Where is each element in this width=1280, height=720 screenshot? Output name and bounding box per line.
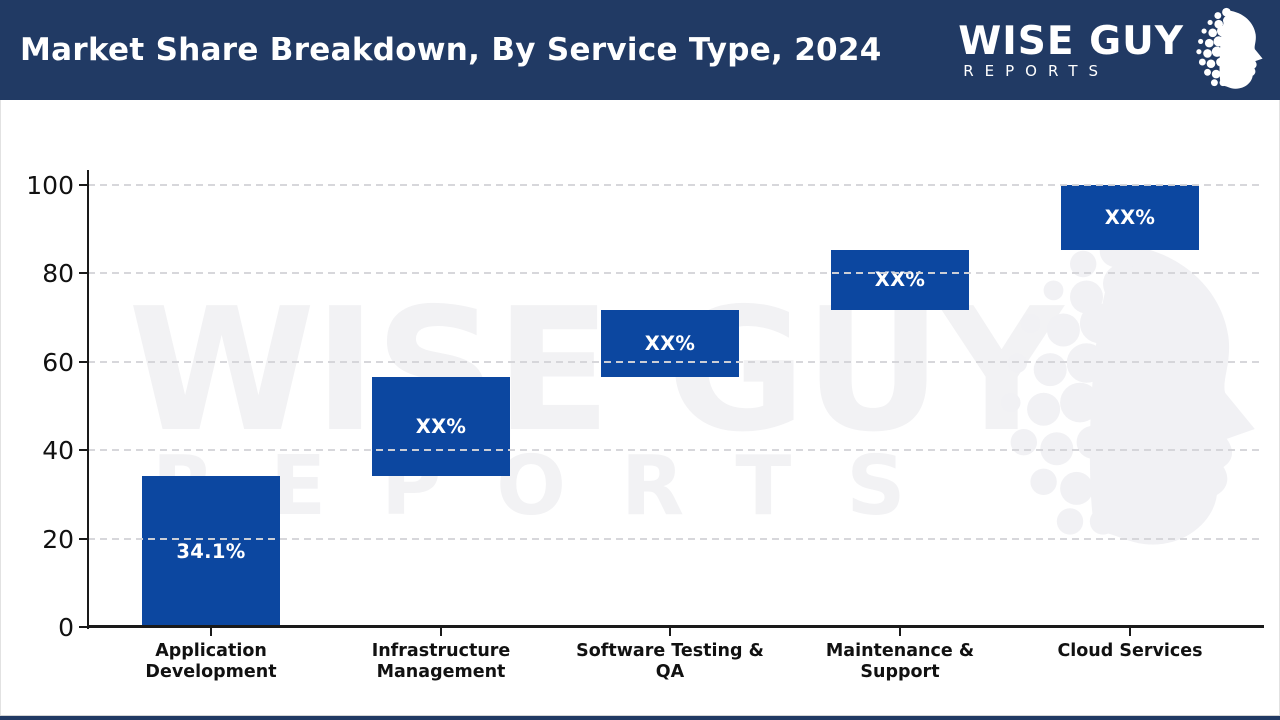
- page-title: Market Share Breakdown, By Service Type,…: [20, 32, 882, 68]
- bar-value-label: XX%: [1104, 205, 1156, 229]
- y-axis-tick: [79, 360, 88, 363]
- x-axis-tick: [669, 627, 671, 636]
- y-tick-label: 0: [58, 613, 74, 642]
- gridline: [88, 537, 1264, 540]
- bar-3: XX%: [601, 309, 739, 377]
- x-axis-tick: [899, 627, 901, 636]
- y-axis-tick: [79, 449, 88, 452]
- y-axis-line: [87, 170, 89, 629]
- y-tick-label: 100: [26, 171, 74, 200]
- x-axis-line: [87, 625, 1264, 628]
- x-tick-label: Software Testing & QA: [576, 641, 764, 683]
- x-tick-label: Application Development: [145, 641, 277, 683]
- y-axis-tick: [79, 626, 88, 628]
- wise-guy-head-icon: [1196, 7, 1263, 89]
- x-axis-tick: [1129, 627, 1131, 636]
- bar-1: 34.1%: [142, 476, 280, 627]
- x-tick-label: Infrastructure Management: [371, 641, 511, 683]
- watermark-text: WISE GUY: [128, 272, 1063, 470]
- y-axis-tick: [79, 537, 88, 540]
- bottom-border: [0, 715, 1280, 716]
- header: Market Share Breakdown, By Service Type,…: [0, 0, 1280, 100]
- bar-2: XX%: [372, 376, 510, 477]
- bar-5: XX%: [1061, 185, 1199, 250]
- brand-wordmark: WISE GUY REPORTS: [958, 22, 1184, 79]
- x-tick-label: Maintenance & Support: [825, 641, 975, 683]
- brand-logo: WISE GUY REPORTS: [958, 5, 1266, 95]
- bar-value-label: XX%: [415, 415, 467, 439]
- bar-value-label: 34.1%: [176, 540, 246, 564]
- y-axis-tick: [79, 184, 88, 186]
- y-tick-label: 60: [42, 347, 74, 377]
- y-tick-label: 20: [42, 524, 74, 554]
- x-tick-label: Cloud Services: [1057, 641, 1203, 661]
- y-tick-label: 40: [42, 436, 74, 466]
- bar-value-label: XX%: [644, 331, 696, 355]
- brand-name: WISE GUY: [958, 18, 1184, 64]
- gridline: [88, 184, 1264, 186]
- brand-subname: REPORTS: [963, 61, 1110, 80]
- x-axis-tick: [210, 627, 212, 636]
- y-axis-tick: [79, 272, 88, 275]
- left-border: [0, 100, 1, 716]
- gridline: [88, 449, 1264, 452]
- bar-4: XX%: [831, 249, 969, 310]
- gridline: [88, 272, 1264, 275]
- footer-stripe: [0, 716, 1280, 720]
- y-tick-label: 80: [42, 259, 74, 289]
- x-axis-tick: [440, 627, 442, 636]
- gridline: [88, 360, 1264, 363]
